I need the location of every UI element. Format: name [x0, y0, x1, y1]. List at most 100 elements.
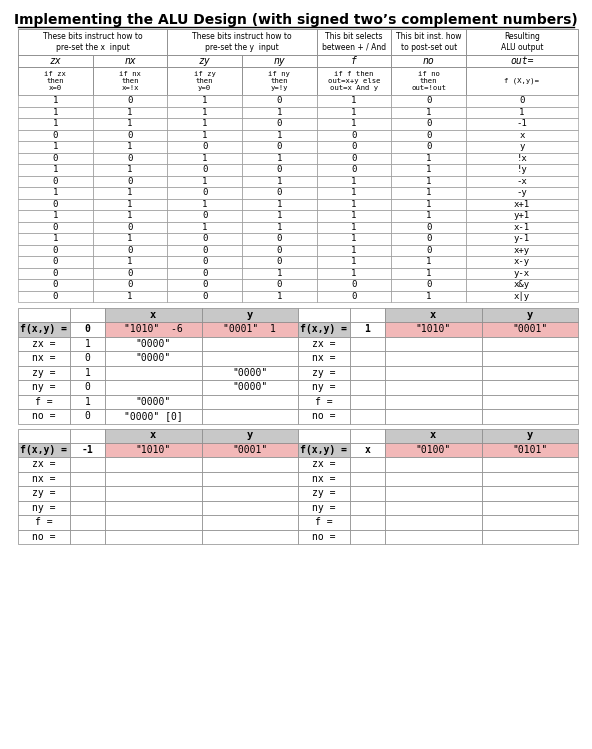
- Bar: [317, 95, 391, 106]
- Text: if zx
then
x=0: if zx then x=0: [44, 71, 66, 91]
- Bar: [168, 210, 242, 222]
- Bar: [168, 153, 242, 164]
- Text: 0: 0: [426, 131, 432, 140]
- Bar: [18, 366, 70, 380]
- Bar: [391, 187, 466, 198]
- Bar: [105, 380, 201, 395]
- Bar: [18, 515, 70, 530]
- Text: 0: 0: [202, 234, 207, 243]
- Text: nx: nx: [124, 56, 136, 66]
- Text: x: x: [150, 310, 156, 320]
- Text: 0: 0: [276, 142, 282, 151]
- Text: 1: 1: [127, 257, 133, 266]
- Bar: [105, 366, 201, 380]
- Bar: [70, 351, 105, 366]
- Bar: [242, 164, 317, 175]
- Bar: [466, 55, 578, 67]
- Bar: [385, 380, 481, 395]
- Text: zx: zx: [50, 56, 61, 66]
- Bar: [93, 67, 168, 95]
- Bar: [466, 233, 578, 244]
- Text: !x: !x: [517, 154, 527, 163]
- Bar: [391, 106, 466, 118]
- Text: -y: -y: [517, 188, 527, 197]
- Text: 1: 1: [127, 119, 133, 128]
- Bar: [317, 118, 391, 130]
- Text: 1: 1: [53, 188, 58, 197]
- Bar: [466, 244, 578, 256]
- Bar: [168, 106, 242, 118]
- Bar: [18, 233, 93, 244]
- Text: 1: 1: [85, 339, 91, 349]
- Bar: [391, 118, 466, 130]
- Bar: [168, 233, 242, 244]
- Text: 0: 0: [426, 119, 432, 128]
- Text: 1: 1: [276, 108, 282, 117]
- Text: f =: f =: [315, 397, 333, 407]
- Text: no =: no =: [32, 411, 56, 421]
- Bar: [168, 198, 242, 210]
- Text: 0: 0: [351, 154, 357, 163]
- Text: 1: 1: [351, 269, 357, 278]
- Text: "0001"  1: "0001" 1: [223, 324, 276, 334]
- Text: f(x,y) =: f(x,y) =: [21, 324, 67, 334]
- Text: 1: 1: [351, 200, 357, 209]
- Text: f =: f =: [35, 518, 53, 527]
- Text: 1: 1: [351, 188, 357, 197]
- Bar: [168, 141, 242, 153]
- Bar: [242, 153, 317, 164]
- Text: 1: 1: [351, 257, 357, 266]
- Bar: [18, 164, 93, 175]
- Bar: [201, 500, 298, 515]
- Text: 1: 1: [127, 142, 133, 151]
- Bar: [105, 515, 201, 530]
- Bar: [385, 428, 481, 443]
- Text: 1: 1: [276, 177, 282, 186]
- Bar: [317, 187, 391, 198]
- Bar: [18, 486, 70, 500]
- Bar: [391, 244, 466, 256]
- Bar: [298, 457, 350, 472]
- Bar: [93, 291, 168, 302]
- Text: 1: 1: [53, 97, 58, 106]
- Text: "1010": "1010": [416, 324, 451, 334]
- Bar: [385, 395, 481, 409]
- Text: zx =: zx =: [32, 459, 56, 470]
- Text: "0000": "0000": [136, 397, 171, 407]
- Text: zx =: zx =: [312, 339, 336, 349]
- Bar: [168, 67, 242, 95]
- Bar: [105, 308, 201, 322]
- Text: 0: 0: [85, 411, 91, 421]
- Bar: [18, 187, 93, 198]
- Text: 1: 1: [202, 222, 207, 231]
- Bar: [18, 308, 70, 322]
- Bar: [18, 130, 93, 141]
- Bar: [93, 153, 168, 164]
- Text: 0: 0: [351, 142, 357, 151]
- Bar: [168, 279, 242, 291]
- Text: This bit inst. how
to post-set out: This bit inst. how to post-set out: [396, 32, 461, 52]
- Bar: [18, 95, 93, 106]
- Text: x&y: x&y: [514, 280, 530, 289]
- Bar: [105, 443, 201, 457]
- Bar: [201, 443, 298, 457]
- Text: x: x: [430, 310, 436, 320]
- Text: "0000": "0000": [136, 354, 171, 363]
- Bar: [105, 472, 201, 486]
- Text: ny =: ny =: [312, 382, 336, 392]
- Bar: [391, 175, 466, 187]
- Bar: [18, 222, 93, 233]
- Text: "0001": "0001": [512, 324, 548, 334]
- Bar: [385, 443, 481, 457]
- Bar: [317, 29, 391, 55]
- Bar: [201, 457, 298, 472]
- Bar: [242, 256, 317, 267]
- Text: 1: 1: [365, 324, 371, 334]
- Bar: [201, 336, 298, 351]
- Text: y: y: [527, 431, 533, 440]
- Bar: [350, 472, 385, 486]
- Text: -1: -1: [82, 445, 94, 455]
- Bar: [201, 515, 298, 530]
- Bar: [18, 380, 70, 395]
- Bar: [298, 500, 350, 515]
